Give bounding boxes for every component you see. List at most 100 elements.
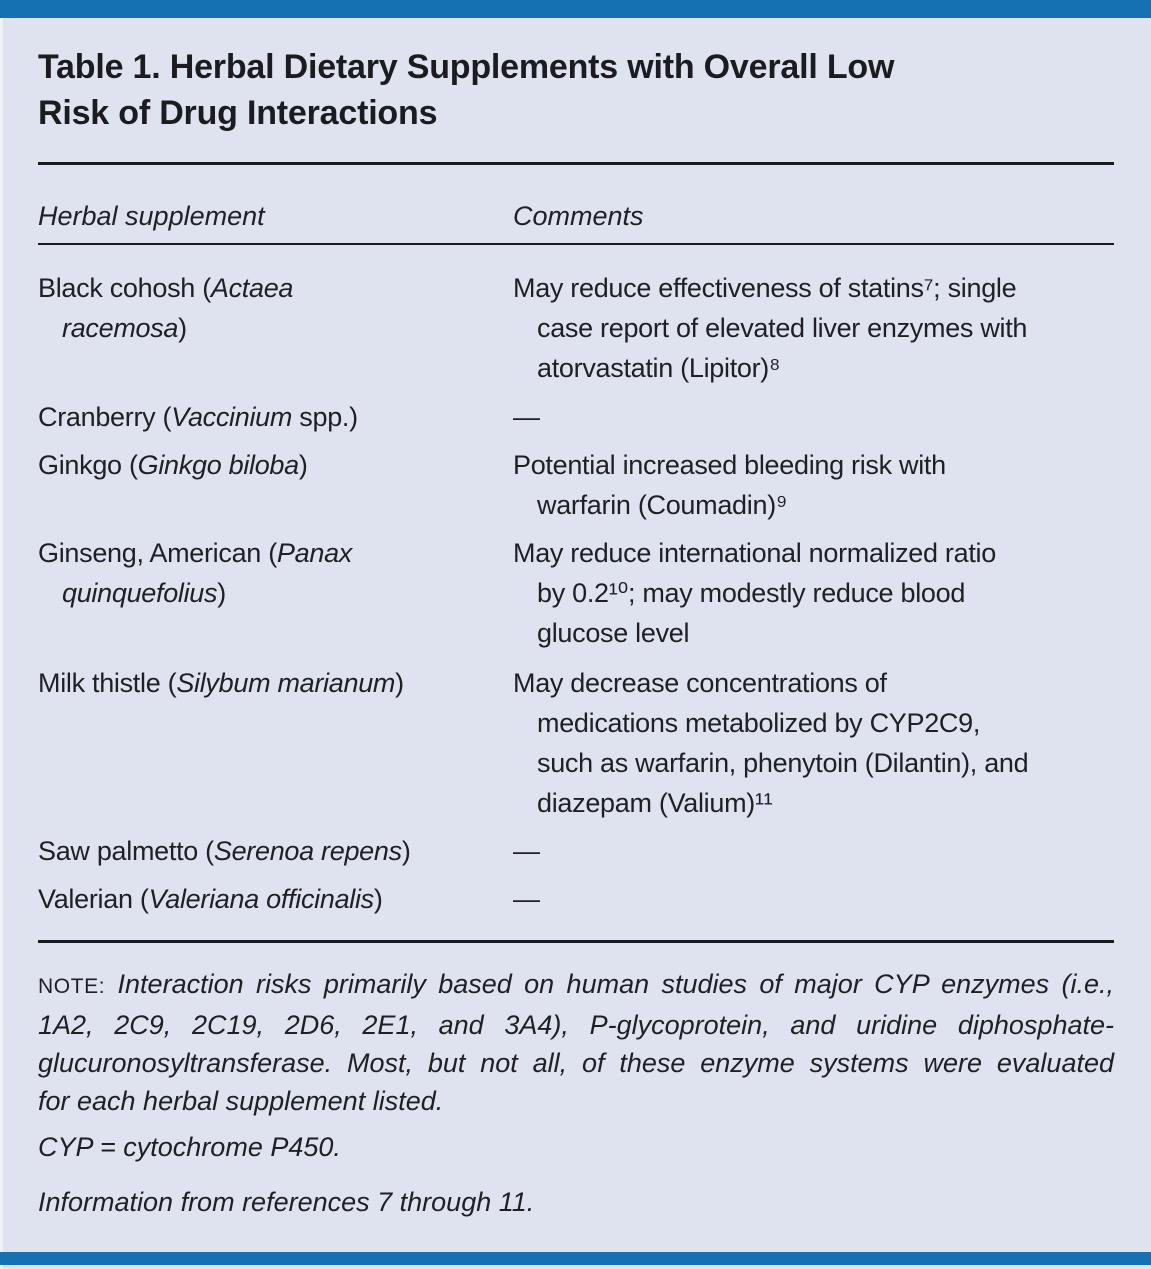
abbreviation-definition: CYP = cytochrome P450. <box>38 1132 341 1162</box>
bottom-rule <box>38 940 1114 943</box>
comment-cell: Potential increased bleeding risk with wa… <box>513 445 1114 525</box>
text-line: Black cohosh (Actaea <box>38 268 513 308</box>
text-segment: Saw palmetto ( <box>38 836 214 866</box>
text-line: Valerian (Valeriana officinalis) <box>38 879 513 919</box>
text-segment: — <box>513 884 540 914</box>
text-line: atorvastatin (Lipitor)⁸ <box>537 348 1114 388</box>
scientific-name: Vaccinium <box>171 402 293 432</box>
scientific-name: Actaea <box>210 273 294 303</box>
text-segment: ) <box>373 884 383 914</box>
comment-cell: — <box>513 831 1114 871</box>
text-line: diazepam (Valium)¹¹ <box>537 783 1114 823</box>
top-accent-bar <box>0 0 1151 18</box>
comment-cell: May reduce effectiveness of statins⁷; si… <box>513 268 1114 388</box>
text-line: Ginseng, American (Panax <box>38 533 513 573</box>
herb-cell: Cranberry (Vaccinium spp.) <box>38 397 513 437</box>
table-title-line-1: Table 1. Herbal Dietary Supplements with… <box>38 48 895 86</box>
herb-cell: Black cohosh (Actaea racemosa) <box>38 268 513 388</box>
top-rule <box>38 162 1114 165</box>
table-row: Ginseng, American (Panax quinquefolius) Ma… <box>38 525 1114 653</box>
table-row: Cranberry (Vaccinium spp.) — <box>38 388 1114 437</box>
scientific-name: quinquefolius <box>62 578 218 608</box>
text-line: medications metabolized by CYP2C9, <box>537 703 1114 743</box>
text-segment: Potential increased bleeding risk with <box>513 450 946 480</box>
note-line: NOTE: Interaction risks primarily based … <box>38 969 1114 999</box>
text-line: Potential increased bleeding risk with <box>513 445 1114 485</box>
text-segment: Valerian ( <box>38 884 149 914</box>
text-segment: ) <box>298 450 308 480</box>
herb-cell: Saw palmetto (Serenoa repens) <box>38 831 513 871</box>
source-attribution: Information from references 7 through 11… <box>38 1187 535 1217</box>
text-segment: case report of elevated liver enzymes wi… <box>537 313 1028 343</box>
text-segment: May reduce effectiveness of statins⁷; si… <box>513 273 1017 303</box>
table-title: Table 1. Herbal Dietary Supplements with… <box>38 44 1114 136</box>
column-header-comments: Comments <box>513 201 644 231</box>
text-line: quinquefolius) <box>62 573 513 613</box>
text-line: case report of elevated liver enzymes wi… <box>537 308 1114 348</box>
text-line: May decrease concentrations of <box>513 663 1114 703</box>
table-row: Milk thistle (Silybum marianum) May decre… <box>38 653 1114 823</box>
text-segment: ) <box>395 668 404 698</box>
left-page-edge <box>0 18 3 1269</box>
comment-cell: — <box>513 397 1114 437</box>
text-segment: ) <box>178 313 187 343</box>
note-line: for each herbal supplement listed. <box>38 1086 444 1116</box>
table-title-line-2: Risk of Drug Interactions <box>38 94 438 132</box>
text-segment: Cranberry ( <box>38 402 172 432</box>
header-rule <box>38 243 1114 245</box>
text-segment: ) <box>217 578 226 608</box>
text-line: Cranberry (Vaccinium spp.) <box>38 397 513 437</box>
text-segment: medications metabolized by CYP2C9, <box>537 708 981 738</box>
herb-cell: Milk thistle (Silybum marianum) <box>38 663 513 823</box>
text-line: such as warfarin, phenytoin (Dilantin), … <box>537 743 1114 783</box>
text-line: — <box>513 397 1114 437</box>
table-row: Ginkgo (Ginkgo biloba) Potential increase… <box>38 437 1114 525</box>
scientific-name: Ginkgo biloba <box>137 450 300 480</box>
note-label: NOTE: <box>38 975 106 998</box>
text-line: glucose level <box>537 613 1114 653</box>
scientific-name: Panax <box>276 538 352 568</box>
note-line: glucuronosyltransferase. Most, but not a… <box>38 1048 1114 1078</box>
table-rows: Black cohosh (Actaea racemosa) May reduce … <box>38 260 1114 919</box>
text-segment: — <box>513 836 540 866</box>
text-line: Milk thistle (Silybum marianum) <box>38 663 513 703</box>
comment-cell: May reduce international normalized rati… <box>513 533 1114 653</box>
text-segment: glucose level <box>537 618 690 648</box>
text-segment: ) <box>401 836 411 866</box>
text-segment: Milk thistle ( <box>38 668 177 698</box>
table-note: NOTE: Interaction risks primarily based … <box>38 965 1114 1120</box>
herb-cell: Ginkgo (Ginkgo biloba) <box>38 445 513 525</box>
comment-cell: May decrease concentrations of medication… <box>513 663 1114 823</box>
herb-cell: Ginseng, American (Panax quinquefolius) <box>38 533 513 653</box>
text-segment: Black cohosh ( <box>38 273 211 303</box>
text-segment: atorvastatin (Lipitor)⁸ <box>537 353 781 383</box>
text-segment: — <box>513 402 540 432</box>
text-line: warfarin (Coumadin)⁹ <box>537 485 1114 525</box>
note-line: 1A2, 2C9, 2C19, 2D6, 2E1, and 3A4), P-gl… <box>38 1010 1114 1040</box>
text-line: May reduce international normalized rati… <box>513 533 1114 573</box>
text-segment: Ginkgo ( <box>38 450 138 480</box>
text-segment: May decrease concentrations of <box>513 668 887 698</box>
text-segment: spp.) <box>292 402 358 432</box>
text-segment: warfarin (Coumadin)⁹ <box>537 490 788 520</box>
text-segment: diazepam (Valium)¹¹ <box>537 788 773 818</box>
scientific-name: racemosa <box>62 313 179 343</box>
text-segment: May reduce international normalized rati… <box>513 538 996 568</box>
herb-cell: Valerian (Valeriana officinalis) <box>38 879 513 919</box>
scientific-name: Valeriana officinalis <box>148 884 375 914</box>
text-line: May reduce effectiveness of statins⁷; si… <box>513 268 1114 308</box>
table-row: Saw palmetto (Serenoa repens) — <box>38 823 1114 871</box>
scientific-name: Serenoa repens <box>213 836 402 866</box>
text-segment: such as warfarin, phenytoin (Dilantin), … <box>537 748 1029 778</box>
text-line: racemosa) <box>62 308 513 348</box>
text-line: Ginkgo (Ginkgo biloba) <box>38 445 513 485</box>
text-line: — <box>513 879 1114 919</box>
text-line: — <box>513 831 1114 871</box>
bottom-accent-bar <box>0 1252 1151 1265</box>
text-line: by 0.2¹⁰; may modestly reduce blood <box>537 573 1114 613</box>
table-row: Black cohosh (Actaea racemosa) May reduce … <box>38 260 1114 388</box>
table-row: Valerian (Valeriana officinalis) — <box>38 871 1114 919</box>
column-header-herbal-supplement: Herbal supplement <box>38 201 265 231</box>
text-segment: by 0.2¹⁰; may modestly reduce blood <box>537 578 966 608</box>
